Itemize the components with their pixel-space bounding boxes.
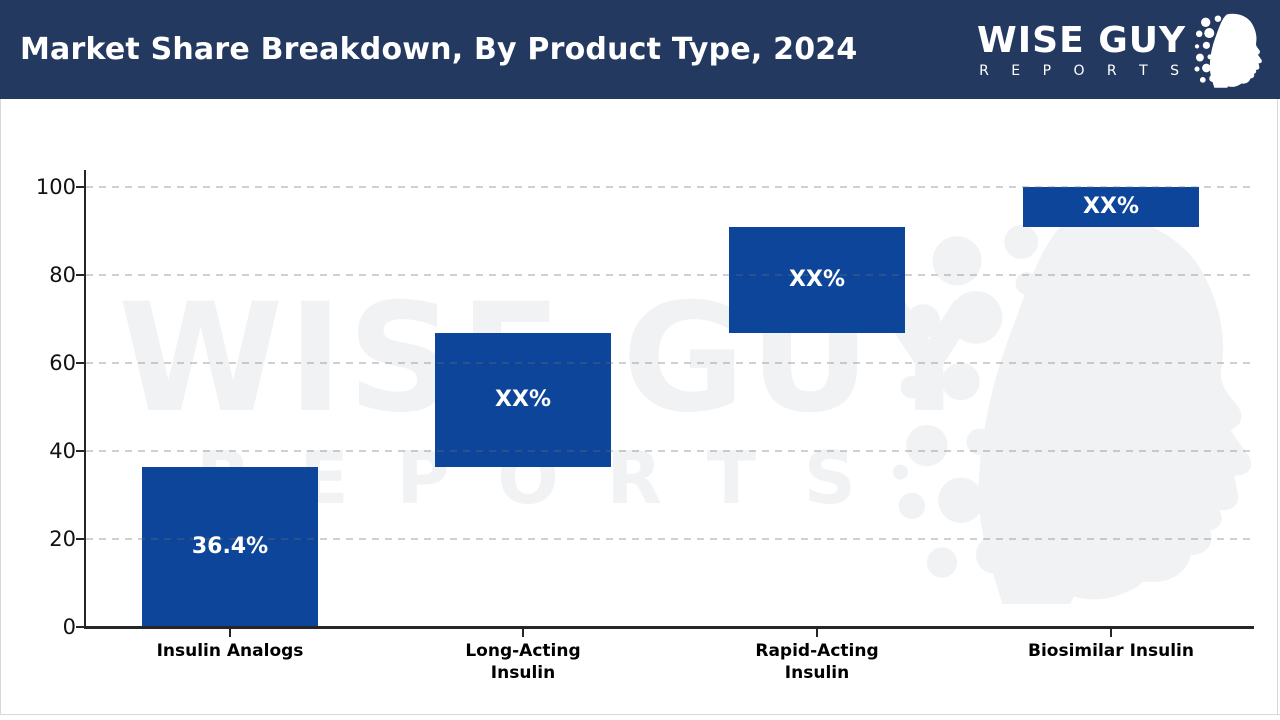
bar-segment bbox=[435, 333, 611, 467]
x-category-label: Insulin Analogs bbox=[156, 641, 304, 661]
bar-value-label: XX% bbox=[1083, 193, 1139, 219]
y-tick-label: 40 bbox=[49, 439, 76, 463]
x-category-label: Biosimilar Insulin bbox=[1028, 641, 1194, 661]
x-tick-mark bbox=[1110, 629, 1112, 637]
x-axis-line bbox=[84, 626, 1254, 629]
y-tick-label: 100 bbox=[35, 175, 76, 199]
x-tick-mark bbox=[229, 629, 231, 637]
panel-border-bottom bbox=[0, 714, 1280, 715]
x-category-label: Rapid-Acting Insulin bbox=[755, 641, 879, 683]
bar-value-label: XX% bbox=[789, 266, 845, 292]
x-tick-mark bbox=[522, 629, 524, 637]
bar-segment bbox=[729, 226, 905, 334]
y-axis-line bbox=[84, 170, 86, 628]
y-tick-mark bbox=[76, 274, 84, 276]
logo-wordmark: WISE GUY R E P O R T S bbox=[975, 20, 1188, 80]
y-tick-label: 0 bbox=[62, 615, 76, 639]
y-gridline bbox=[86, 362, 1253, 364]
face-logo-icon bbox=[1194, 13, 1262, 88]
y-gridline bbox=[86, 450, 1253, 452]
y-tick-label: 80 bbox=[49, 263, 76, 287]
bar-segment bbox=[142, 466, 318, 627]
wiseguy-logo: WISE GUY R E P O R T S bbox=[975, 6, 1264, 94]
y-tick-mark bbox=[76, 186, 84, 188]
bar-value-label: XX% bbox=[495, 386, 551, 412]
y-tick-mark bbox=[76, 450, 84, 452]
y-tick-label: 20 bbox=[49, 527, 76, 551]
y-gridline bbox=[86, 274, 1253, 276]
y-tick-label: 60 bbox=[49, 351, 76, 375]
chart-title: Market Share Breakdown, By Product Type,… bbox=[20, 32, 858, 67]
bar-value-label: 36.4% bbox=[191, 533, 269, 559]
panel-border-right bbox=[1277, 99, 1278, 715]
y-gridline bbox=[86, 186, 1253, 188]
bar-segment bbox=[1023, 187, 1199, 227]
x-category-label: Long-Acting Insulin bbox=[465, 641, 581, 683]
header-banner: Market Share Breakdown, By Product Type,… bbox=[0, 0, 1280, 99]
y-tick-mark bbox=[76, 626, 84, 628]
y-tick-mark bbox=[76, 538, 84, 540]
face-watermark bbox=[892, 216, 1252, 604]
y-tick-mark bbox=[76, 362, 84, 364]
y-gridline bbox=[86, 538, 1253, 540]
logo-wordmark-sub: R E P O R T S bbox=[979, 63, 1188, 79]
panel-border-left bbox=[0, 99, 1, 715]
logo-wordmark-main: WISE GUY bbox=[977, 20, 1187, 61]
x-tick-mark bbox=[816, 629, 818, 637]
